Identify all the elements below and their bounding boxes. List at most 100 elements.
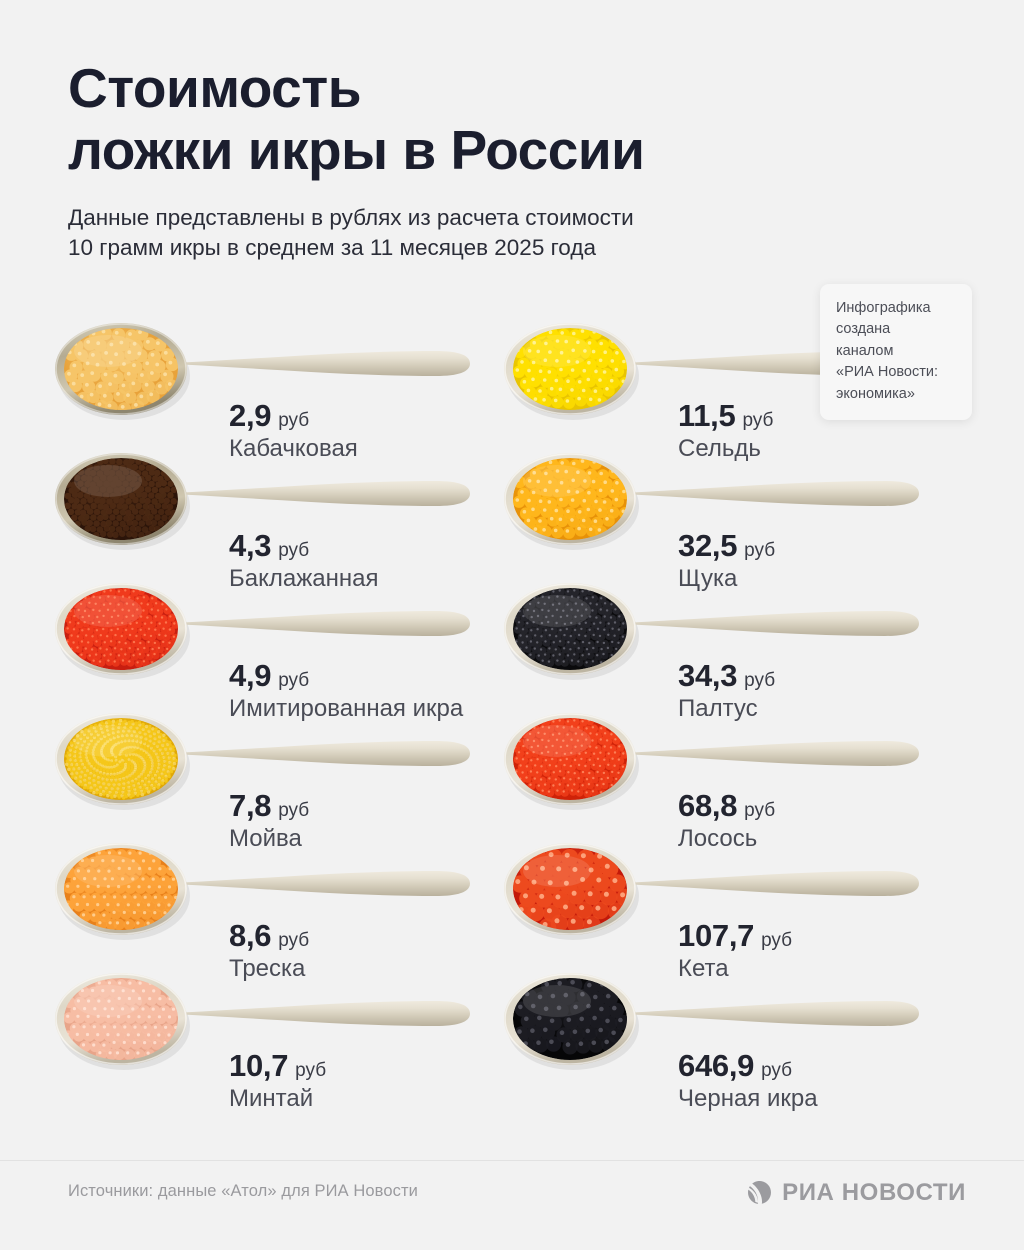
price-line: 107,7 руб [678, 920, 792, 951]
caviar-row: 34,3 руб Палтус [495, 578, 965, 722]
spoon-handle [174, 871, 470, 896]
page-title: Стоимость ложки икры в России [68, 57, 645, 181]
ria-novosti-logo: РИА НОВОСТИ [746, 1179, 966, 1206]
price-line: 34,3 руб [678, 660, 775, 691]
caviar-label: 11,5 руб Сельдь [678, 400, 773, 463]
currency-unit: руб [278, 410, 310, 431]
caviar-fill [513, 328, 627, 410]
spoon-rim-highlight [504, 323, 636, 415]
price-line: 11,5 руб [678, 400, 773, 431]
column-right: 11,5 руб Сельдь 32,5 руб Щука 34,3 руб Палтус 68,… [495, 318, 965, 1112]
spoon-graphic [55, 713, 470, 810]
credit-badge-text: Инфографика создана каналом «РИА Новости… [836, 300, 939, 402]
currency-unit: руб [744, 670, 776, 691]
caviar-label: 10,7 руб Минтай [229, 1050, 326, 1113]
spoon-rim-highlight [504, 453, 636, 545]
credit-badge: Инфографика создана каналом «РИА Новости… [820, 284, 972, 421]
caviar-label: 32,5 руб Щука [678, 530, 775, 593]
price-value: 68,8 [678, 788, 738, 823]
caviar-row: 7,8 руб Мойва [46, 708, 516, 852]
caviar-fill [64, 458, 178, 540]
caviar-name: Сельдь [678, 435, 761, 462]
logo-text: РИА НОВОСТИ [782, 1178, 966, 1206]
spoon-graphic [55, 583, 470, 680]
price-value: 2,9 [229, 398, 272, 433]
spoon-graphic [504, 583, 919, 680]
spoon-черная-икра [495, 968, 965, 1070]
caviar-fill [513, 978, 627, 1060]
caviar-row: 646,9 руб Черная икра [495, 968, 965, 1112]
price-line: 8,6 руб [229, 920, 309, 951]
header: Стоимость ложки икры в России Данные пре… [68, 57, 948, 263]
caviar-name: Треска [229, 955, 306, 982]
spoon-handle [174, 351, 470, 376]
price-value: 32,5 [678, 528, 738, 563]
price-value: 7,8 [229, 788, 272, 823]
price-value: 4,9 [229, 658, 272, 693]
caviar-label: 4,3 руб Баклажанная [229, 530, 378, 593]
price-value: 4,3 [229, 528, 272, 563]
spoon-graphic [504, 973, 919, 1070]
caviar-fill [513, 588, 627, 670]
ria-globe-icon [748, 1181, 772, 1204]
caviar-row: 8,6 руб Треска [46, 838, 516, 982]
spoon-баклажанная [46, 448, 516, 550]
caviar-name: Имитированная икра [229, 695, 464, 722]
spoon-rim-highlight [55, 973, 187, 1065]
caviar-label: 34,3 руб Палтус [678, 660, 775, 723]
spoon-graphic [504, 843, 919, 940]
spoon-rim-highlight [55, 713, 187, 805]
currency-unit: руб [744, 800, 776, 821]
spoon-rim-highlight [504, 713, 636, 805]
caviar-row: 4,9 руб Имитированная икра [46, 578, 516, 722]
caviar-label: 4,9 руб Имитированная икра [229, 660, 463, 723]
caviar-name: Кабачковая [229, 435, 358, 462]
caviar-fill [64, 848, 178, 930]
caviar-label: 107,7 руб Кета [678, 920, 792, 983]
spoon-handle [623, 741, 919, 766]
caviar-row: 68,8 руб Лосось [495, 708, 965, 852]
caviar-name: Щука [678, 565, 738, 592]
spoon-handle [174, 741, 470, 766]
spoon-graphic [55, 843, 470, 940]
spoon-лосось [495, 708, 965, 810]
caviar-label: 8,6 руб Треска [229, 920, 309, 983]
spoon-имитированная-икра [46, 578, 516, 680]
caviar-name: Баклажанная [229, 565, 379, 592]
caviar-fill [64, 328, 178, 410]
caviar-name: Черная икра [678, 1085, 818, 1112]
price-value: 646,9 [678, 1048, 755, 1083]
currency-unit: руб [278, 930, 310, 951]
currency-unit: руб [744, 540, 776, 561]
price-value: 10,7 [229, 1048, 289, 1083]
caviar-label: 7,8 руб Мойва [229, 790, 309, 853]
spoon-щука [495, 448, 965, 550]
footer-divider [0, 1160, 1024, 1161]
page-subtitle: Данные представлены в рублях из расчета … [68, 205, 634, 260]
caviar-fill [513, 848, 627, 930]
spoon-минтай [46, 968, 516, 1070]
spoon-handle [174, 481, 470, 506]
caviar-fill [64, 718, 178, 800]
spoon-graphic [504, 713, 919, 810]
caviar-label: 646,9 руб Черная икра [678, 1050, 818, 1113]
price-value: 107,7 [678, 918, 755, 953]
spoon-graphic [55, 323, 470, 420]
price-line: 10,7 руб [229, 1050, 326, 1081]
spoon-graphic [55, 973, 470, 1070]
price-value: 8,6 [229, 918, 272, 953]
price-value: 11,5 [678, 398, 736, 433]
currency-unit: руб [278, 800, 310, 821]
spoon-rim-highlight [504, 843, 636, 935]
currency-unit: руб [278, 670, 310, 691]
price-line: 4,3 руб [229, 530, 378, 561]
price-line: 4,9 руб [229, 660, 463, 691]
spoon-треска [46, 838, 516, 940]
spoon-кета [495, 838, 965, 940]
spoon-handle [174, 611, 470, 636]
spoon-rim-highlight [55, 583, 187, 675]
caviar-row: 107,7 руб Кета [495, 838, 965, 982]
price-line: 7,8 руб [229, 790, 309, 821]
spoon-handle [623, 871, 919, 896]
